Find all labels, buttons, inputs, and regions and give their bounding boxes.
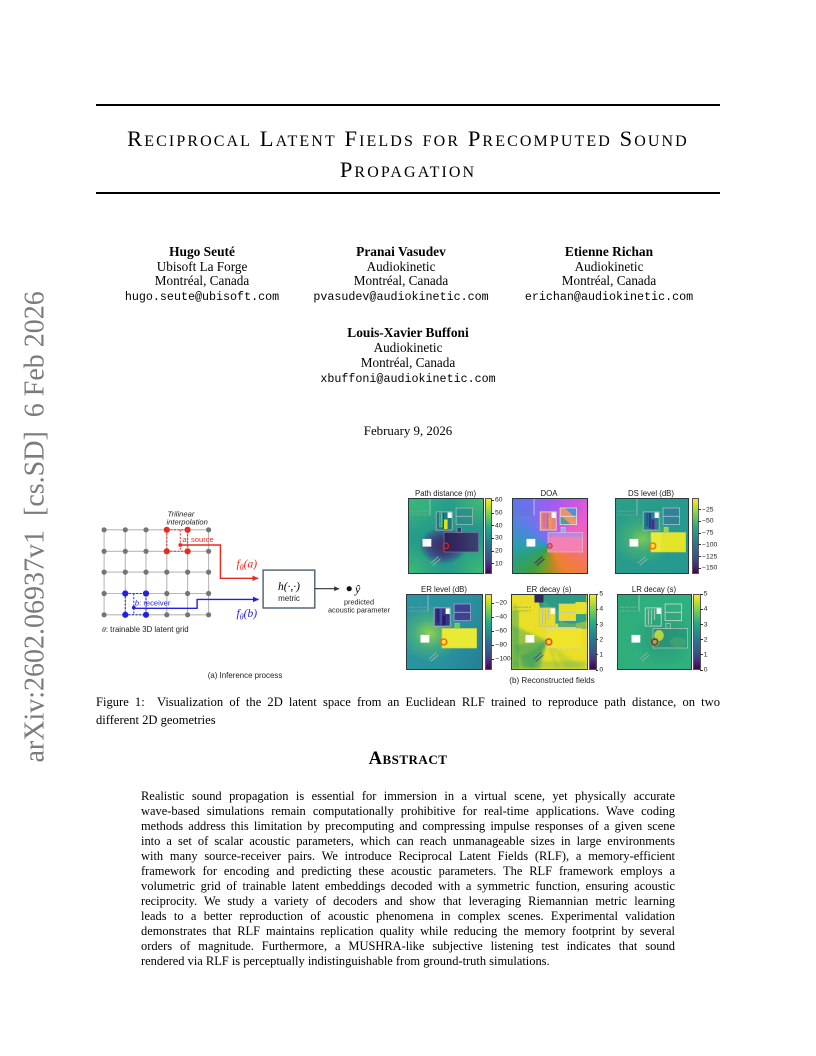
svg-text:metric: metric bbox=[278, 594, 300, 603]
svg-text:Trilinear: Trilinear bbox=[168, 510, 195, 519]
svg-text:fθ(b): fθ(b) bbox=[237, 608, 258, 622]
svg-text:a: source: a: source bbox=[183, 535, 214, 544]
svg-text:predicted: predicted bbox=[344, 598, 374, 607]
svg-text:fθ(a): fθ(a) bbox=[237, 559, 258, 573]
svg-text:acoustic parameter: acoustic parameter bbox=[328, 606, 391, 615]
svg-text:interpolation: interpolation bbox=[167, 518, 208, 527]
svg-text:ŷ: ŷ bbox=[354, 582, 361, 596]
svg-text:h(·,·): h(·,·) bbox=[278, 581, 300, 593]
svg-text:θ: trainable 3D latent grid: θ: trainable 3D latent grid bbox=[102, 625, 189, 634]
svg-text:b: receiver: b: receiver bbox=[135, 598, 171, 607]
